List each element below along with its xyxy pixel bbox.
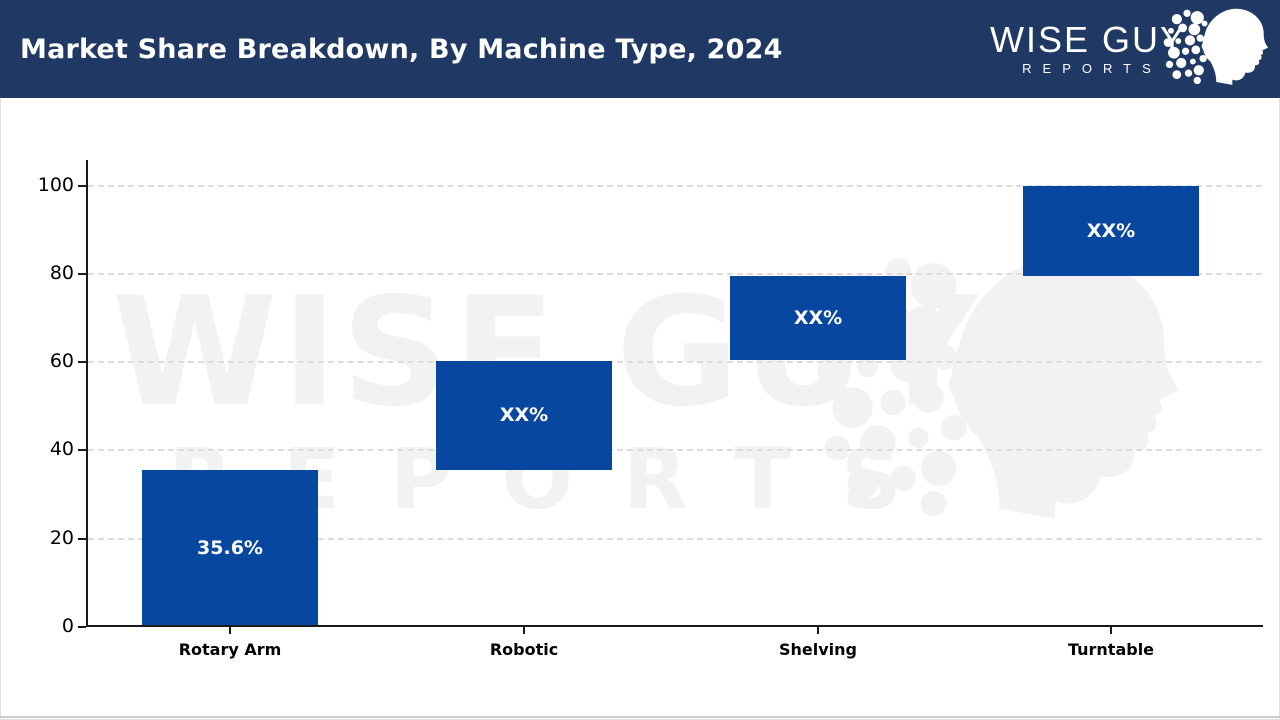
bar-robotic: XX% [436,360,612,470]
gridline-80 [88,272,1262,275]
y-tick-80 [78,272,86,275]
x-tick-4 [1110,627,1112,634]
x-tick-1 [229,627,231,634]
header: Market Share Breakdown, By Machine Type,… [0,0,1280,98]
y-tick-100 [78,184,86,187]
bar-value-label: 35.6% [197,537,263,560]
gridline-40 [88,449,1262,452]
y-tick-20 [78,537,86,540]
x-tick-2 [523,627,525,634]
x-category-label: Robotic [489,640,559,659]
x-category-label: Shelving [778,640,857,659]
y-tick-0 [78,626,86,628]
y-tick-label: 40 [49,438,74,461]
bar-value-label: XX% [1086,219,1136,242]
gridline-20 [88,537,1262,540]
bar-turntable: XX% [1023,185,1199,276]
gridline-60 [88,361,1262,364]
gridline-100 [88,184,1262,187]
y-tick-40 [78,449,86,452]
y-tick-label: 100 [37,173,74,196]
chart-title: Market Share Breakdown, By Machine Type,… [20,33,783,65]
bottom-border [0,716,1280,718]
logo-text: WISE GUY REPORTS [990,20,1186,76]
x-category-label: Turntable [1067,640,1155,659]
wise-guy-logo: WISE GUY REPORTS [990,6,1272,90]
y-tick-label: 0 [61,615,74,637]
y-tick-label: 60 [49,350,74,373]
y-tick-60 [78,361,86,364]
x-tick-3 [817,627,819,634]
logo-head-icon [1163,8,1269,85]
x-axis-line [86,625,1263,627]
logo-subtitle: REPORTS [1022,60,1162,76]
bar-rotary-arm: 35.6% [142,469,318,627]
logo-wordmark: WISE GUY [989,19,1186,61]
bar-value-label: XX% [793,307,843,330]
y-tick-label: 80 [49,261,74,284]
y-tick-label: 20 [49,526,74,549]
bar-shelving: XX% [730,276,906,360]
x-category-label: Rotary Arm [178,640,282,659]
chart-area: WISE GUY REPORTS 35.6% XX% XX% XX% 0 20 40 60 8… [0,98,1280,718]
bar-value-label: XX% [499,404,549,427]
y-axis-line [86,160,88,627]
